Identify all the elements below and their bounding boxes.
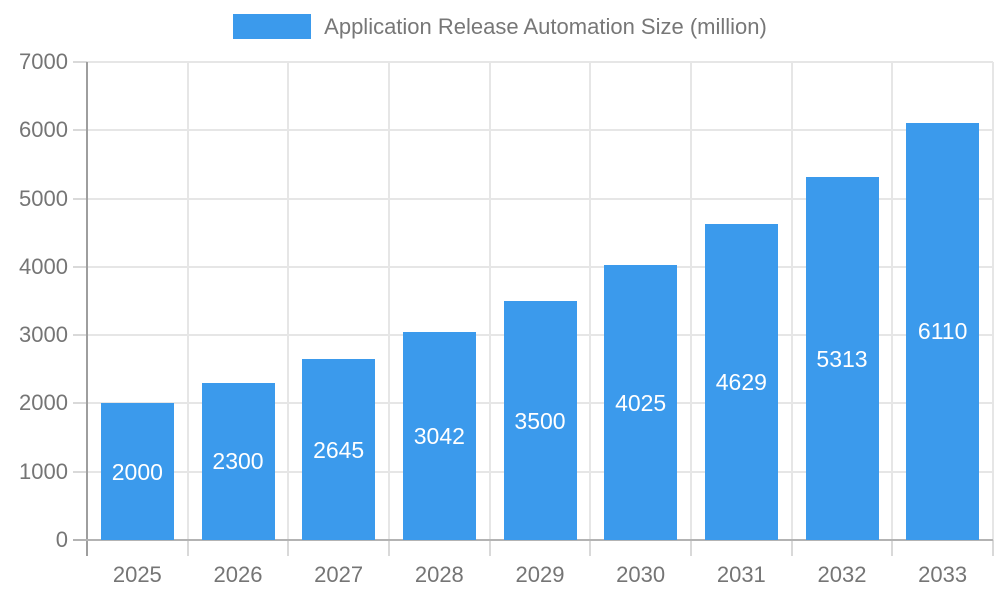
x-axis-tick <box>488 540 491 556</box>
y-axis-tick <box>73 197 87 200</box>
x-axis-tick <box>992 540 994 556</box>
y-tick-label: 5000 <box>19 185 68 211</box>
h-gridline <box>87 265 993 268</box>
bar <box>302 359 376 540</box>
x-tick-label: 2026 <box>213 562 263 587</box>
x-tick-label: 2031 <box>716 562 766 587</box>
x-axis-tick <box>186 540 189 556</box>
y-tick-label: 3000 <box>19 322 68 348</box>
x-axis-tick <box>388 540 390 556</box>
bar <box>503 301 577 540</box>
y-axis-tick <box>73 129 87 132</box>
bar <box>402 332 476 540</box>
y-tick-label: 0 <box>55 527 68 552</box>
x-axis-tick <box>690 540 692 556</box>
y-axis-tick <box>73 402 87 405</box>
x-tick-label: 2028 <box>414 562 464 587</box>
y-tick-label: 6000 <box>19 117 68 143</box>
y-axis-tick <box>73 470 87 473</box>
x-axis-tick <box>891 540 894 556</box>
x-axis-line <box>73 539 993 541</box>
x-tick-label: 2033 <box>918 562 968 587</box>
v-gridline <box>589 62 592 540</box>
y-tick-label: 1000 <box>19 458 68 484</box>
bar <box>704 223 778 540</box>
h-gridline <box>87 61 993 63</box>
x-tick-label: 2025 <box>112 562 162 587</box>
bar-value-label: 4629 <box>715 368 767 395</box>
y-tick-label: 7000 <box>19 49 68 74</box>
bar-value-label: 3500 <box>514 407 566 434</box>
bar <box>201 382 275 540</box>
bar-value-label: 5313 <box>816 345 868 372</box>
y-tick-label: 2000 <box>19 390 68 416</box>
h-gridline <box>87 129 993 132</box>
y-axis-tick <box>73 265 87 268</box>
bar-value-label: 2645 <box>313 436 365 463</box>
bar <box>100 403 174 540</box>
bar <box>604 265 678 540</box>
x-axis-tick <box>589 540 592 556</box>
bar-value-label: 2300 <box>212 448 264 475</box>
v-gridline <box>488 62 491 540</box>
x-tick-label: 2029 <box>515 562 565 587</box>
v-gridline <box>891 62 894 540</box>
x-tick-label: 2030 <box>616 562 666 587</box>
bar <box>805 177 879 540</box>
y-tick-label: 4000 <box>19 253 68 279</box>
x-axis-tick <box>287 540 290 556</box>
x-tick-label: 2027 <box>314 562 364 587</box>
bar <box>906 122 980 540</box>
y-axis-tick <box>73 61 87 63</box>
y-axis-tick <box>73 334 87 337</box>
legend-swatch <box>233 14 312 39</box>
v-gridline <box>186 62 189 540</box>
legend-label: Application Release Automation Size (mil… <box>324 14 767 39</box>
bar-value-label: 4025 <box>615 389 667 416</box>
y-axis-line <box>86 62 88 556</box>
v-gridline <box>287 62 290 540</box>
bar-value-label: 6110 <box>917 318 968 345</box>
v-gridline <box>388 62 390 540</box>
x-axis-tick <box>790 540 793 556</box>
bar-value-label: 3042 <box>413 423 465 450</box>
h-gridline <box>87 197 993 200</box>
v-gridline <box>690 62 692 540</box>
x-tick-label: 2032 <box>817 562 867 587</box>
bar-value-label: 2000 <box>111 458 163 485</box>
v-gridline <box>790 62 793 540</box>
legend-item[interactable]: Application Release Automation Size (mil… <box>0 14 1000 39</box>
v-gridline <box>992 62 994 540</box>
